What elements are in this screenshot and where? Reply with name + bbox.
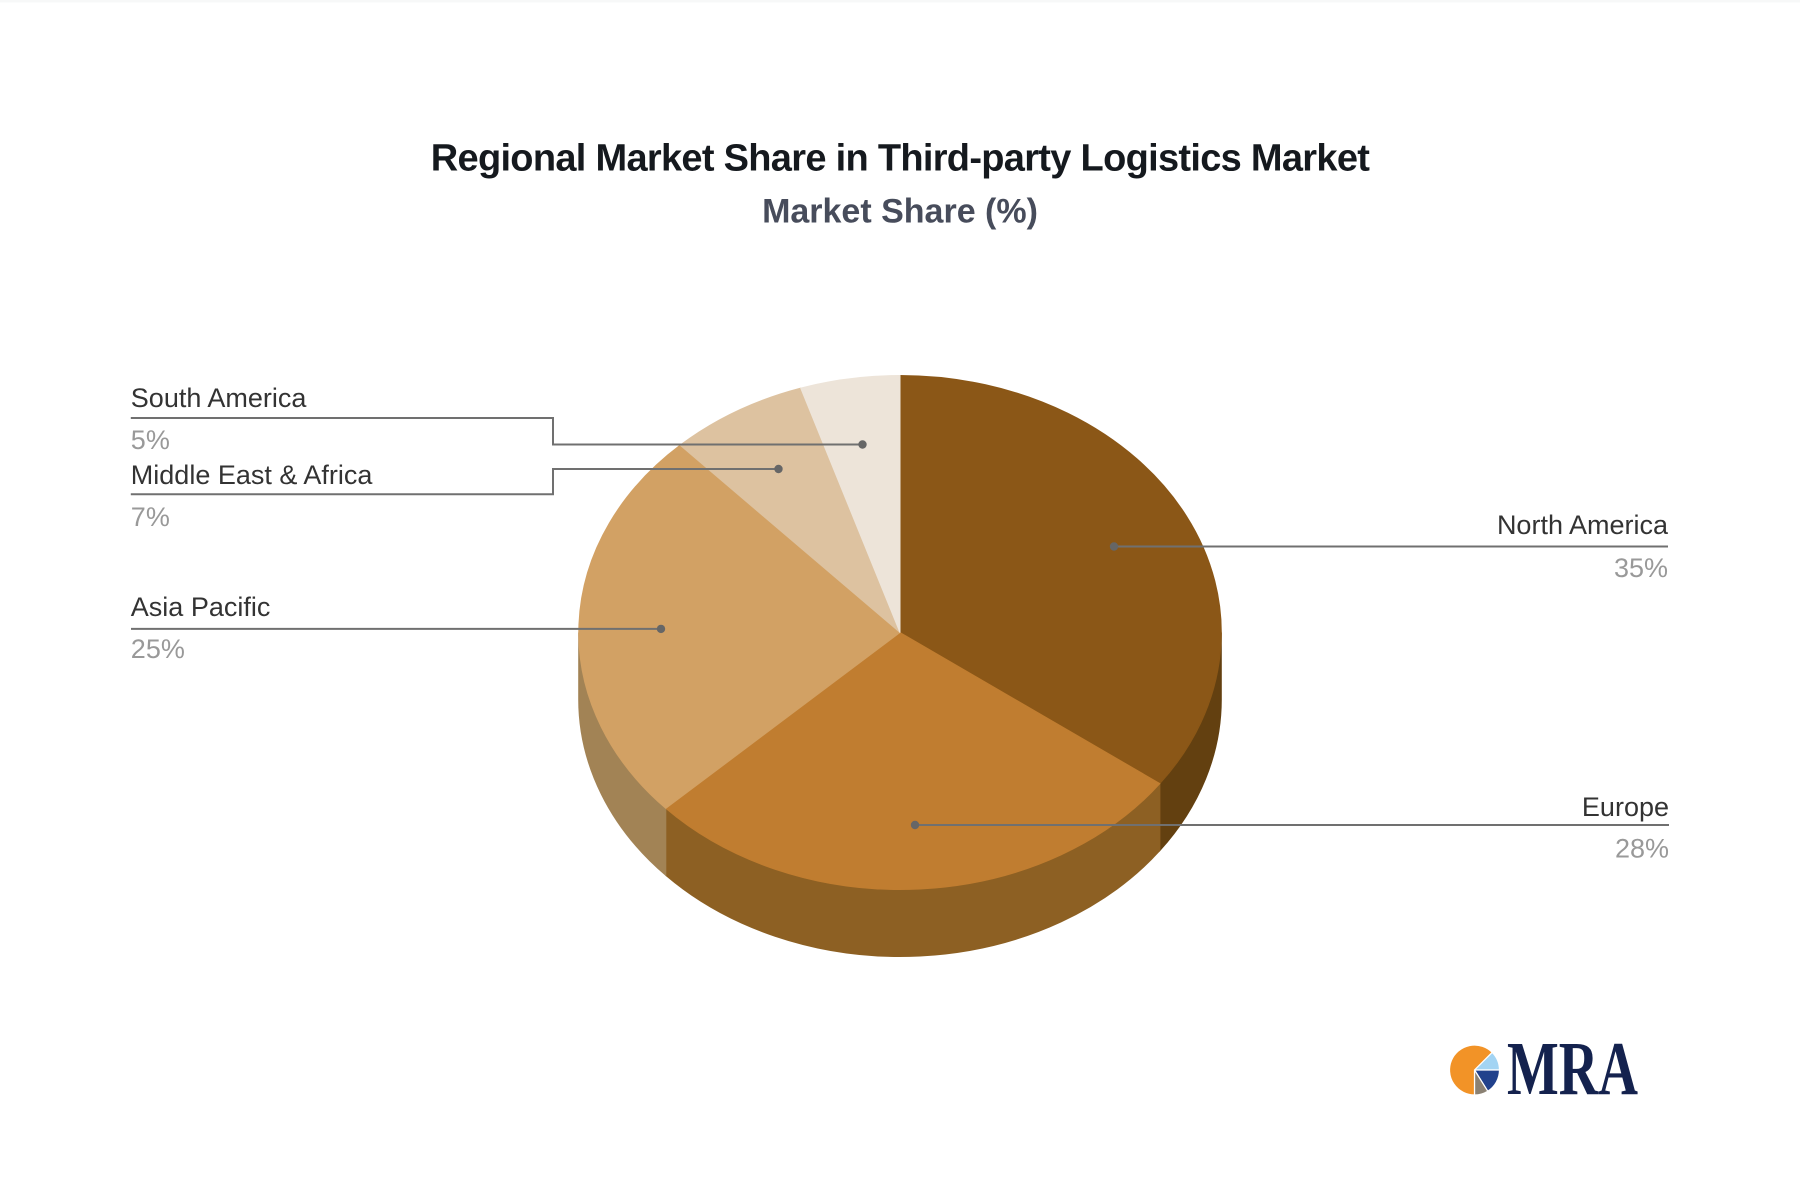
svg-text:Middle East & Africa: Middle East & Africa (131, 460, 374, 490)
svg-text:South America: South America (131, 383, 308, 413)
svg-text:MRA: MRA (1507, 1027, 1638, 1111)
svg-text:5%: 5% (131, 425, 170, 455)
svg-text:7%: 7% (131, 502, 170, 532)
svg-text:Regional Market Share in Third: Regional Market Share in Third-party Log… (431, 138, 1370, 180)
svg-text:Asia Pacific: Asia Pacific (131, 592, 271, 622)
svg-text:Market Share (%): Market Share (%) (762, 193, 1038, 231)
svg-text:North America: North America (1497, 510, 1669, 540)
svg-text:28%: 28% (1615, 834, 1669, 864)
svg-text:35%: 35% (1614, 553, 1668, 583)
svg-text:25%: 25% (131, 634, 185, 664)
svg-text:Europe: Europe (1582, 792, 1669, 822)
